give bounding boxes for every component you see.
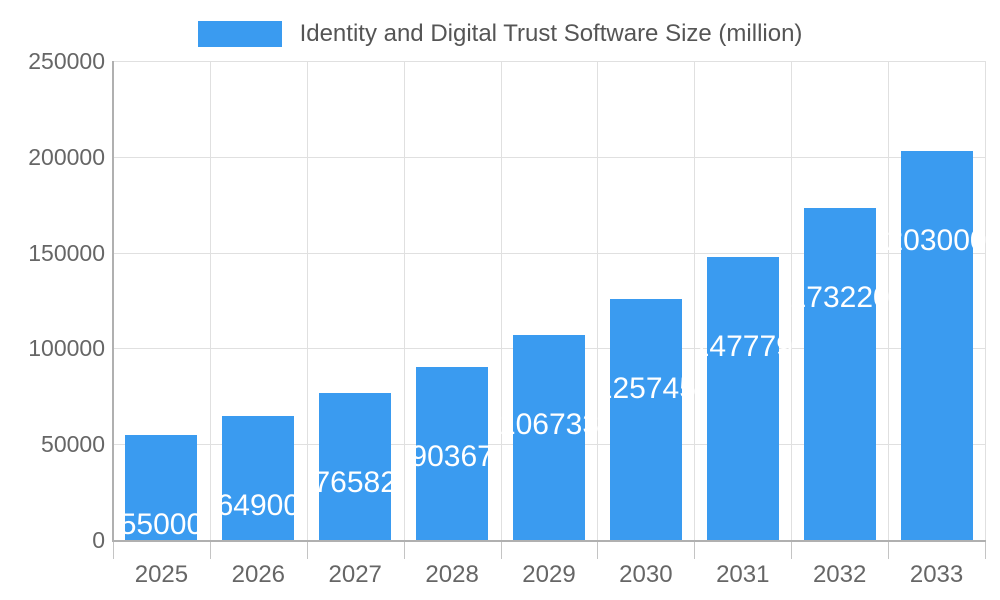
x-axis-tick-mark xyxy=(791,542,792,559)
gridline-vertical xyxy=(210,61,211,540)
legend-label: Identity and Digital Trust Software Size… xyxy=(299,20,803,47)
x-axis-tick-mark xyxy=(113,542,114,559)
y-axis-tick-label: 250000 xyxy=(28,48,105,74)
x-axis-tick-label: 2033 xyxy=(909,561,964,588)
legend-item-identity-digital-trust[interactable]: Identity and Digital Trust Software Size… xyxy=(197,20,803,47)
x-axis-tick-label: 2030 xyxy=(619,561,673,588)
x-axis-tick-mark xyxy=(501,542,502,559)
y-axis-tick-label: 50000 xyxy=(41,431,105,458)
y-axis-tick-label: 0 xyxy=(92,527,105,553)
gridline-vertical xyxy=(597,61,598,540)
y-axis-line xyxy=(112,61,114,542)
gridline-vertical xyxy=(501,61,502,540)
gridline-horizontal xyxy=(113,61,985,62)
x-axis-tick-label: 2027 xyxy=(328,561,382,588)
y-axis-tick-label: 200000 xyxy=(28,143,105,170)
y-axis-tick-label: 100000 xyxy=(28,335,105,362)
x-axis-tick-label: 2031 xyxy=(716,561,770,588)
bar[interactable] xyxy=(319,393,392,540)
gridline-vertical xyxy=(404,61,405,540)
x-axis-tick-label: 2026 xyxy=(231,561,286,588)
x-axis-tick-label: 2028 xyxy=(425,561,479,588)
x-axis-tick-mark xyxy=(888,542,889,559)
y-axis-labels: 0 50000 100000 150000 200000 250000 xyxy=(0,0,105,600)
x-axis-line xyxy=(113,540,986,542)
x-axis-tick-mark xyxy=(694,542,695,559)
bar[interactable] xyxy=(803,208,876,540)
x-axis-tick-mark xyxy=(597,542,598,559)
bar[interactable] xyxy=(609,299,682,540)
bar[interactable] xyxy=(125,434,198,540)
bar[interactable] xyxy=(900,151,973,540)
x-axis-tick-label: 2029 xyxy=(522,561,576,588)
bar[interactable] xyxy=(416,366,489,540)
bar[interactable] xyxy=(513,335,585,540)
x-axis-tick-mark xyxy=(210,542,211,559)
x-axis-tick-mark xyxy=(404,542,405,559)
x-axis-tick-label: 2032 xyxy=(812,561,867,588)
bar[interactable] xyxy=(222,415,295,540)
x-axis-tick-mark xyxy=(307,542,308,559)
gridline-vertical xyxy=(307,61,308,540)
gridline-vertical xyxy=(791,61,792,540)
y-axis-tick-label: 150000 xyxy=(28,239,105,266)
x-axis-tick-mark xyxy=(985,542,986,559)
gridline-vertical xyxy=(888,61,889,540)
bar[interactable] xyxy=(706,256,779,540)
gridline-vertical xyxy=(985,61,986,540)
gridline-vertical xyxy=(694,61,695,540)
chart-legend: Identity and Digital Trust Software Size… xyxy=(0,14,1000,54)
gridline-horizontal xyxy=(113,252,985,254)
gridline-horizontal xyxy=(113,156,985,158)
x-axis-tick-label: 2025 xyxy=(134,561,189,588)
legend-color-swatch-icon xyxy=(197,21,282,47)
